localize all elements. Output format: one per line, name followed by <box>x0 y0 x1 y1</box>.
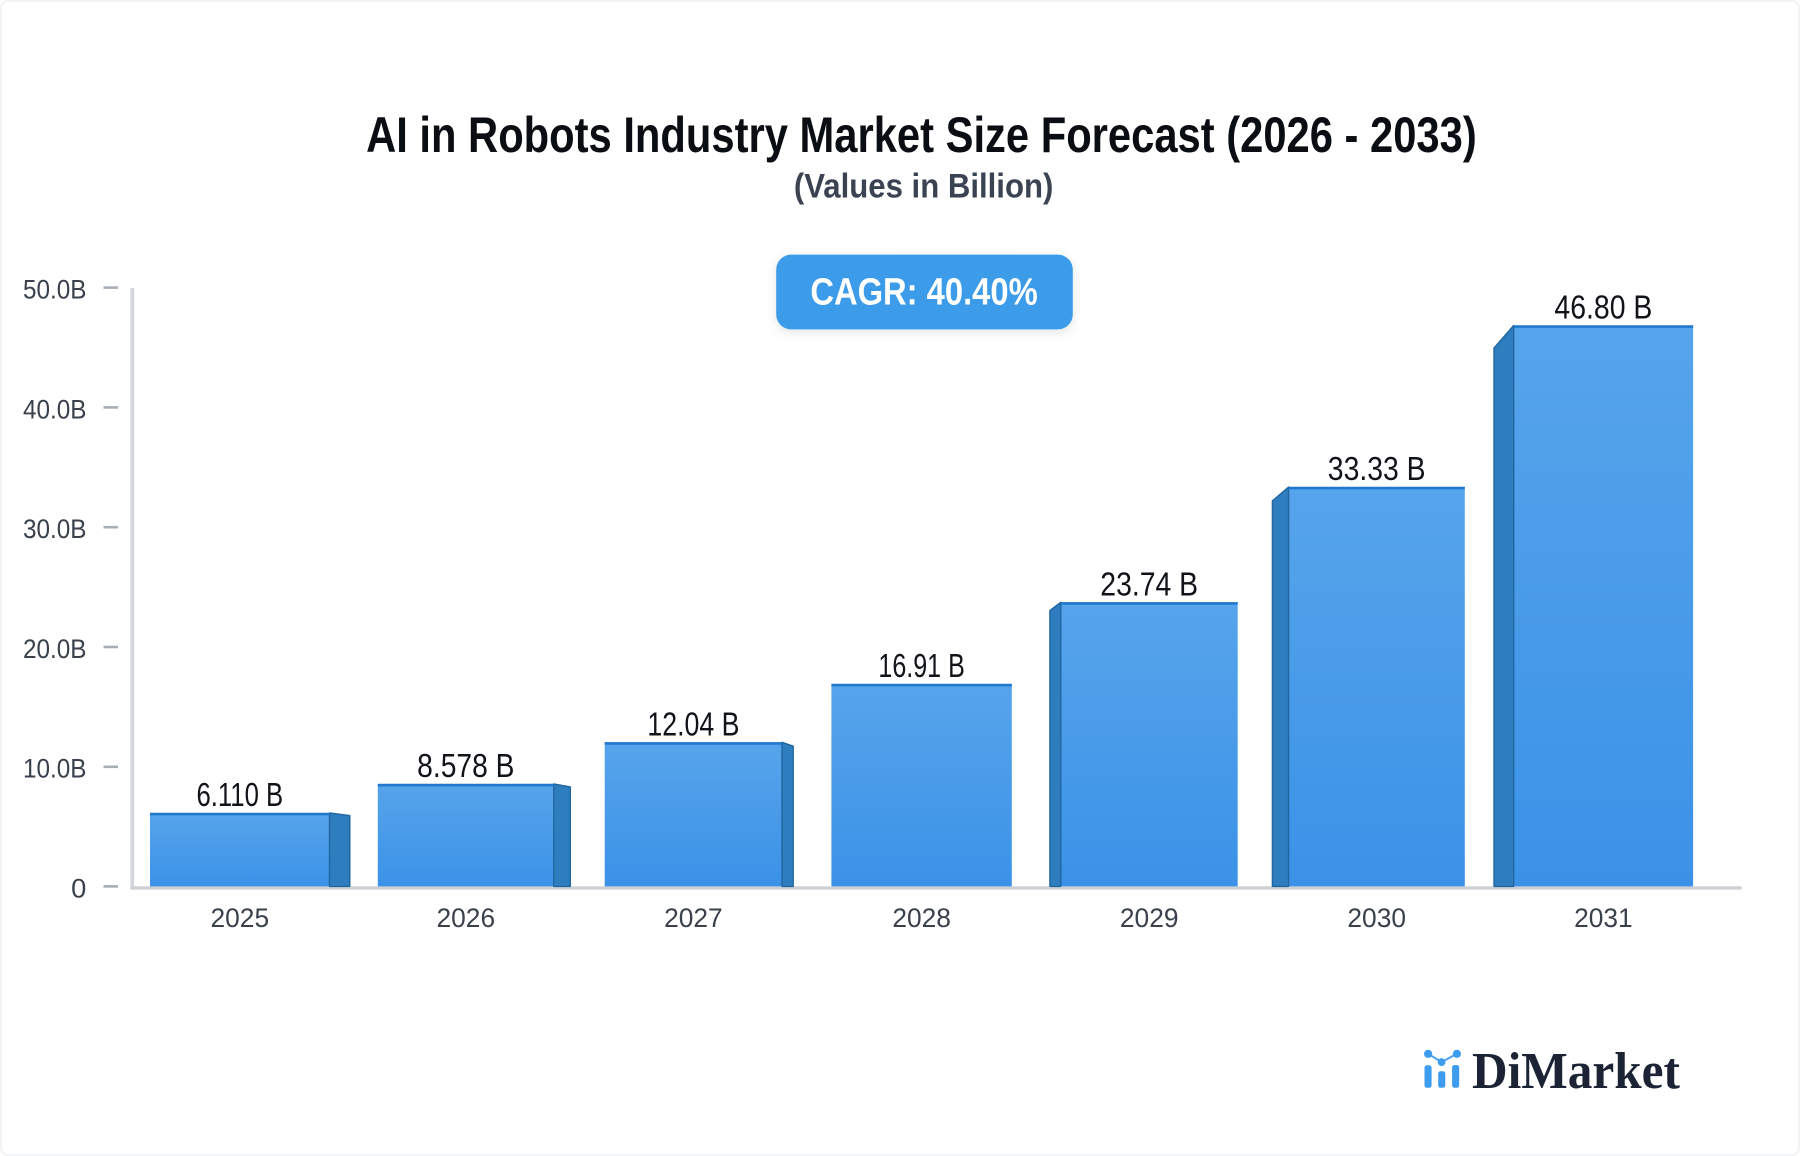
svg-text:2027: 2027 <box>664 903 723 933</box>
svg-text:AI in Robots Industry Market S: AI in Robots Industry Market Size Foreca… <box>366 106 1477 163</box>
svg-text:2031: 2031 <box>1574 903 1633 933</box>
svg-text:DiMarket: DiMarket <box>1472 1042 1680 1099</box>
svg-text:CAGR: 40.40%: CAGR: 40.40% <box>810 270 1037 313</box>
svg-text:23.74 B: 23.74 B <box>1100 565 1198 603</box>
svg-text:50.0B: 50.0B <box>23 275 86 305</box>
svg-text:20.0B: 20.0B <box>23 635 86 665</box>
svg-text:16.91 B: 16.91 B <box>878 648 964 685</box>
svg-text:33.33 B: 33.33 B <box>1328 450 1426 488</box>
svg-text:0: 0 <box>71 872 86 903</box>
svg-text:6.110 B: 6.110 B <box>196 777 283 814</box>
svg-text:2028: 2028 <box>892 903 951 933</box>
svg-text:2025: 2025 <box>211 903 270 933</box>
svg-text:8.578 B: 8.578 B <box>417 747 514 785</box>
svg-text:12.04 B: 12.04 B <box>647 707 739 743</box>
svg-text:2029: 2029 <box>1120 903 1179 933</box>
svg-text:(Values in Billion): (Values in Billion) <box>794 166 1054 205</box>
svg-text:10.0B: 10.0B <box>23 754 86 784</box>
svg-text:2030: 2030 <box>1347 903 1406 933</box>
svg-text:40.0B: 40.0B <box>23 395 86 425</box>
svg-text:30.0B: 30.0B <box>23 515 86 545</box>
svg-text:46.80 B: 46.80 B <box>1554 288 1652 326</box>
svg-text:2026: 2026 <box>437 903 496 933</box>
